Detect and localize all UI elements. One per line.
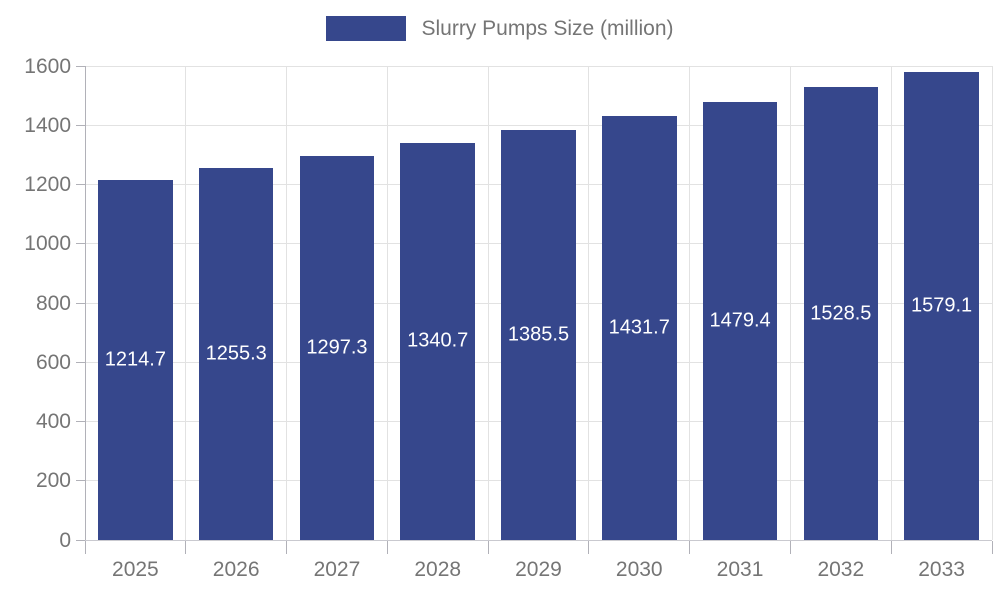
x-axis-tick: [386, 541, 388, 554]
bar-value-label: 1255.3: [205, 342, 267, 365]
y-axis-tick-label: 400: [35, 410, 71, 433]
y-axis-tick: [76, 124, 85, 126]
bar: 1431.7: [601, 115, 677, 540]
x-axis-tick-label: 2031: [716, 558, 764, 581]
x-axis-tick: [487, 541, 489, 554]
bar: 1214.7: [98, 180, 173, 540]
y-axis-tick-label: 1200: [24, 173, 71, 196]
y-gridline: [85, 124, 992, 126]
x-axis-tick-label: 2027: [313, 558, 361, 581]
bar: 1297.3: [299, 155, 375, 540]
x-axis-tick-label: 2030: [615, 558, 663, 581]
x-axis-tick-label: 2032: [817, 558, 865, 581]
y-axis-tick: [76, 65, 85, 67]
y-axis-tick: [76, 361, 85, 363]
bar-value-label: 1214.7: [104, 348, 166, 371]
x-gridline: [487, 66, 489, 540]
y-axis-tick: [76, 302, 85, 304]
legend[interactable]: Slurry Pumps Size (million): [0, 16, 1000, 41]
y-axis-tick-label: 0: [59, 528, 71, 552]
bar-value-label: 1431.7: [608, 316, 670, 339]
x-axis-tick: [286, 541, 288, 554]
bar-value-label: 1385.5: [507, 323, 570, 346]
bar: 1385.5: [501, 129, 576, 540]
y-axis-tick-label: 800: [35, 291, 71, 315]
legend-label: Slurry Pumps Size (million): [421, 16, 674, 40]
x-gridline: [286, 66, 288, 540]
x-gridline: [588, 66, 590, 540]
y-axis-line: [84, 66, 86, 554]
y-axis-tick-label: 200: [35, 469, 71, 493]
x-gridline: [789, 66, 791, 540]
x-gridline: [386, 66, 388, 540]
y-axis-tick-label: 1400: [24, 113, 71, 137]
x-gridline: [185, 66, 187, 540]
bar-value-label: 1479.4: [709, 309, 771, 332]
y-axis-tick-label: 1600: [24, 54, 71, 78]
bar: 1479.4: [702, 101, 778, 540]
bar: 1255.3: [198, 168, 274, 540]
x-axis-tick: [991, 541, 993, 554]
bar-value-label: 1340.7: [407, 329, 469, 352]
y-axis-tick: [76, 421, 85, 422]
x-axis-tick-label: 2026: [212, 558, 260, 581]
bar: 1528.5: [803, 87, 879, 540]
bar-value-label: 1297.3: [306, 336, 368, 359]
bar: 1579.1: [904, 72, 979, 540]
bar: 1340.7: [400, 142, 475, 540]
y-gridline: [85, 65, 992, 67]
x-gridline: [689, 66, 691, 540]
x-axis-tick-label: 2033: [918, 558, 965, 581]
bar-value-label: 1579.1: [911, 294, 973, 317]
x-axis-tick-label: 2025: [112, 558, 159, 581]
y-axis-tick: [76, 480, 85, 482]
x-gridline: [890, 66, 892, 540]
x-axis-tick-label: 2028: [414, 558, 462, 581]
x-gridline: [991, 66, 993, 540]
x-axis-tick: [890, 541, 892, 554]
y-axis-tick: [76, 243, 85, 245]
bar-value-label: 1528.5: [810, 302, 872, 325]
y-axis-tick-label: 1000: [24, 232, 71, 256]
y-axis-tick: [76, 184, 85, 185]
x-axis-tick: [789, 541, 791, 554]
x-axis-line: [85, 539, 992, 541]
legend-swatch: [326, 16, 407, 41]
x-axis-tick: [689, 541, 691, 554]
x-axis-tick-label: 2029: [515, 558, 562, 581]
x-axis-tick: [185, 541, 187, 554]
y-axis-tick-label: 600: [35, 350, 71, 374]
y-axis-tick: [76, 539, 85, 541]
x-axis-tick: [588, 541, 590, 554]
